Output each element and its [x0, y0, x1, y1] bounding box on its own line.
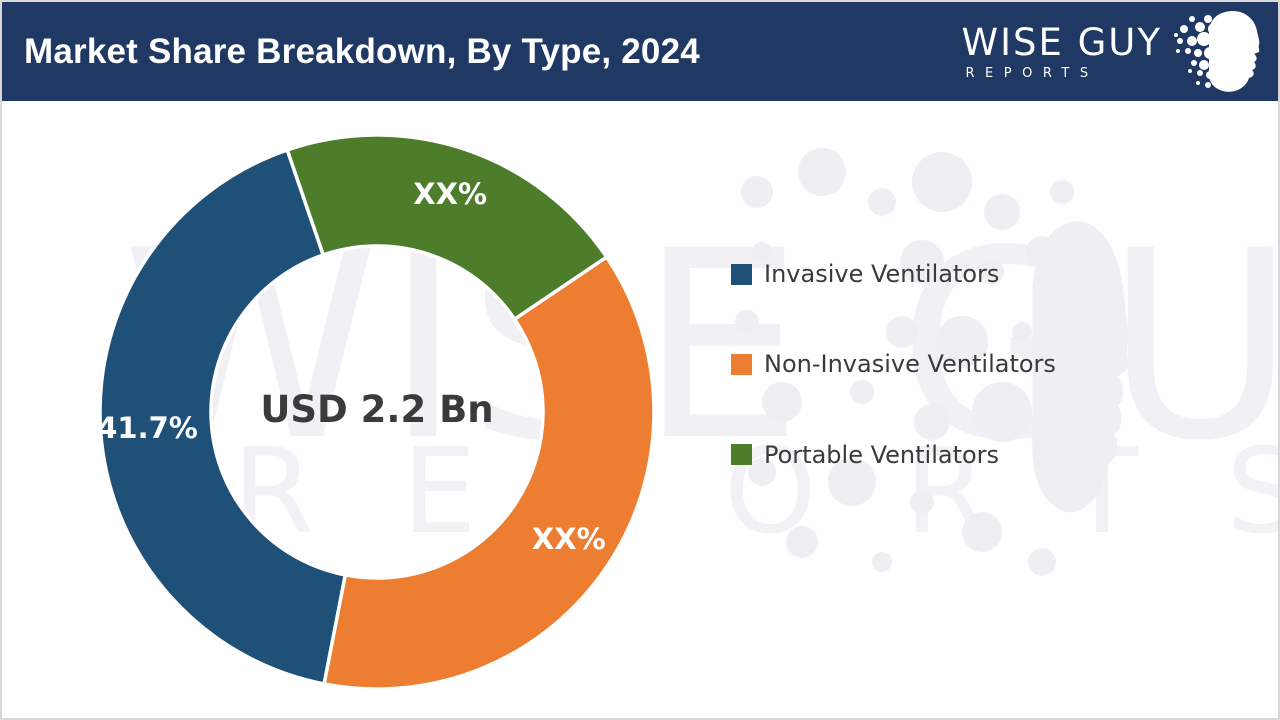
wise-guy-logo: WISE GUY REPORTS: [962, 7, 1266, 97]
donut-segment-1: [285, 133, 610, 322]
logo-wordmark: WISE GUY: [961, 20, 1162, 64]
segment-value-label-1: XX%: [413, 177, 487, 211]
legend-label: Non-Invasive Ventilators: [764, 350, 1056, 379]
legend-label: Portable Ventilators: [764, 440, 1000, 469]
logo-subtitle: REPORTS: [965, 65, 1099, 81]
logo-dotted-face-icon: [1174, 10, 1260, 92]
chart-legend: Invasive Ventilators Non-Invasive Ventila…: [731, 261, 1056, 468]
segment-value-label-0: 41.7%: [97, 411, 198, 445]
segment-value-label-2: XX%: [532, 522, 606, 556]
legend-item-2: Portable Ventilators: [731, 440, 1056, 469]
logo-text: WISE GUY REPORTS: [962, 24, 1162, 80]
legend-swatch: [731, 263, 752, 285]
legend-swatch: [731, 354, 752, 376]
donut-segment-2: [322, 254, 656, 691]
header-bar: Market Share Breakdown, By Type, 2024 WI…: [2, 2, 1278, 101]
legend-item-0: Invasive Ventilators: [731, 261, 1056, 287]
page-title: Market Share Breakdown, By Type, 2024: [24, 31, 700, 71]
donut-segment-0: [98, 147, 348, 686]
legend-item-1: Non-Invasive Ventilators: [731, 350, 1056, 379]
legend-swatch: [731, 444, 752, 466]
chart-center-value: USD 2.2 Bn: [260, 388, 494, 431]
legend-label: Invasive Ventilators: [764, 260, 1000, 288]
